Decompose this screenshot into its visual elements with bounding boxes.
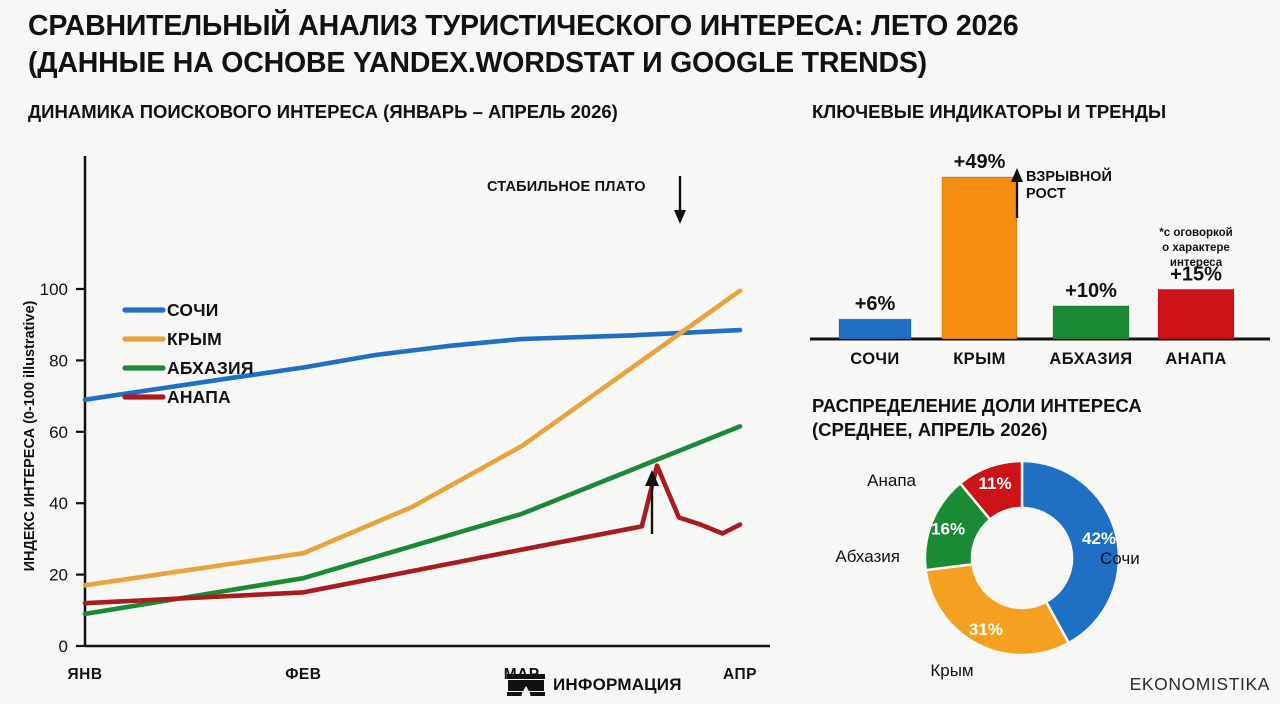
annotation-stable-plateau-label: СТАБИЛЬНОЕ ПЛАТО xyxy=(487,179,646,195)
oil-barrel-icon xyxy=(507,674,545,696)
beaches-label-line-1: ИНФОРМАЦИЯ xyxy=(553,675,682,694)
page-title-line-1: СРАВНИТЕЛЬНЫЙ АНАЛИЗ ТУРИСТИЧЕСКОГО ИНТЕ… xyxy=(28,10,1019,42)
donut-chart-heading-line-2: (СРЕДНЕЕ, АПРЕЛЬ 2026) xyxy=(812,419,1048,440)
bar-value-крым: +49% xyxy=(954,151,1006,173)
anapa-footnote-line-2: о характере xyxy=(1162,242,1230,254)
annotation-arrow-down-head xyxy=(674,210,686,224)
line-series-сочи xyxy=(82,327,743,402)
bar-chart-panel: +6% +49% +10% +15% СОЧИ КРЫМ АБХАЗИЯ АНАПА ВЗР… xyxy=(800,136,1280,381)
bar-абхазия xyxy=(1052,305,1130,340)
line-chart-heading: ДИНАМИКА ПОИСКОВОГО ИНТЕРЕСА (ЯНВАРЬ – А… xyxy=(28,100,618,124)
line-series-крым xyxy=(82,288,743,588)
watermark-label: EKONOMISTIKA xyxy=(1130,674,1270,694)
line-chart-legend: СОЧИ КРЫМ АБХАЗИЯ АНАПА xyxy=(122,300,254,407)
bar-value-абхазия: +10% xyxy=(1065,280,1117,302)
bar-chart-heading: КЛЮЧЕВЫЕ ИНДИКАТОРЫ И ТРЕНДЫ xyxy=(812,101,1167,122)
y-axis-tick-label: 80 xyxy=(49,351,68,370)
bar-value-сочи: +6% xyxy=(855,293,896,315)
bar-category-labels: СОЧИ КРЫМ АБХАЗИЯ АНАПА xyxy=(850,350,1226,368)
donut-chart-heading-line-1: РАСПРЕДЕЛЕНИЕ ДОЛИ ИНТЕРЕСА xyxy=(812,395,1142,416)
legend-label-сочи: СОЧИ xyxy=(167,300,219,320)
annotation-beaches-info: ИНФОРМАЦИЯПО ОТКРЫТИЮПЛЯЖЕЙ xyxy=(507,470,682,696)
bar-крым xyxy=(941,176,1018,340)
donut-percent-абхазия: 16% xyxy=(931,520,965,539)
bar-category-абхазия: АБХАЗИЯ xyxy=(1049,350,1132,368)
legend-label-анапа: АНАПА xyxy=(167,387,231,407)
line-chart-heading-paren: (ЯНВАРЬ – АПРЕЛЬ 2026) xyxy=(378,101,618,122)
donut-slice-крым xyxy=(924,562,1071,657)
donut-slices-group xyxy=(923,459,1121,657)
annotation-arrow-up-head xyxy=(645,470,659,486)
y-axis-tick-label: 100 xyxy=(40,280,68,299)
donut-label-абхазия: Абхазия xyxy=(835,547,900,566)
donut-chart-heading: РАСПРЕДЕЛЕНИЕ ДОЛИ ИНТЕРЕСА (СРЕДНЕЕ, АП… xyxy=(812,394,1142,442)
line-series-group xyxy=(82,288,743,617)
x-axis-tick-label: АПР xyxy=(723,666,757,683)
y-axis-tick-labels: 0 20 40 60 80 100 xyxy=(40,280,68,656)
x-axis-tick-label: ФЕВ xyxy=(285,666,321,683)
page-title: СРАВНИТЕЛЬНЫЙ АНАЛИЗ ТУРИСТИЧЕСКОГО ИНТЕ… xyxy=(28,8,1258,82)
anapa-footnote-line-1: *с оговоркой xyxy=(1159,227,1232,239)
bar-series-group xyxy=(838,176,1235,340)
y-axis-tick-label: 20 xyxy=(49,566,68,585)
annotation-beaches-info-label: ИНФОРМАЦИЯПО ОТКРЫТИЮПЛЯЖЕЙ xyxy=(553,675,682,694)
donut-chart-svg: 42% 31% 16% 11% Сочи Крым Абхазия Анапа EKONOM… xyxy=(835,459,1270,694)
donut-percent-labels: 42% 31% 16% 11% xyxy=(931,474,1116,639)
donut-slice-сочи xyxy=(1020,459,1121,645)
page-title-line-2: (ДАННЫЕ НА ОСНОВЕ YANDEX.WORDSTAT И GOOG… xyxy=(28,47,927,79)
line-chart-heading-main: ДИНАМИКА ПОИСКОВОГО ИНТЕРЕСА xyxy=(28,101,379,122)
y-axis-tick-label: 40 xyxy=(49,494,68,513)
y-axis-tick-label: 60 xyxy=(49,423,68,442)
y-axis-ticks xyxy=(76,287,85,648)
anapa-footnote-line-3: интереса xyxy=(1170,257,1223,269)
bar-category-сочи: СОЧИ xyxy=(850,350,899,368)
line-series-анапа xyxy=(82,463,743,606)
donut-slice-анапа xyxy=(958,459,1024,522)
bar-category-анапа: АНАПА xyxy=(1165,350,1226,368)
annotation-stable-plateau: СТАБИЛЬНОЕ ПЛАТО xyxy=(487,176,686,224)
bar-value-анапа: +15% xyxy=(1170,263,1222,285)
growth-arrow-head xyxy=(1011,168,1023,182)
bar-chart-svg: +6% +49% +10% +15% СОЧИ КРЫМ АБХАЗИЯ АНАПА ВЗР… xyxy=(810,151,1270,368)
legend-label-крым: КРЫМ xyxy=(167,329,222,349)
bar-value-labels: +6% +49% +10% +15% xyxy=(855,151,1222,315)
bar-анапа xyxy=(1157,288,1235,340)
donut-label-крым: Крым xyxy=(930,661,973,680)
bar-сочи xyxy=(838,318,912,340)
growth-label-line-1: ВЗРЫВНОЙ xyxy=(1026,167,1112,185)
donut-percent-анапа: 11% xyxy=(979,474,1012,493)
donut-percent-сочи: 42% xyxy=(1082,529,1116,548)
donut-chart-panel: 42% 31% 16% 11% Сочи Крым Абхазия Анапа EKONOM… xyxy=(800,440,1280,699)
y-axis-tick-label: 0 xyxy=(59,637,68,656)
bar-category-крым: КРЫМ xyxy=(953,350,1006,368)
donut-category-labels: Сочи Крым Абхазия Анапа xyxy=(835,471,1139,680)
growth-label-line-2: РОСТ xyxy=(1026,186,1066,202)
x-axis-tick-label: ЯНВ xyxy=(67,666,102,683)
annotation-explosive-growth: ВЗРЫВНОЙ РОСТ xyxy=(1011,167,1112,218)
y-axis-title: ИНДЕКС ИНТЕРЕСА (0-100 illustrative) xyxy=(22,300,38,571)
donut-label-анапа: Анапа xyxy=(867,471,916,490)
annotation-anapa-footnote: *с оговоркой о характере интереса xyxy=(1159,227,1232,269)
donut-label-сочи: Сочи xyxy=(1100,549,1140,568)
legend-label-абхазия: АБХАЗИЯ xyxy=(167,358,254,378)
donut-percent-крым: 31% xyxy=(969,620,1003,639)
